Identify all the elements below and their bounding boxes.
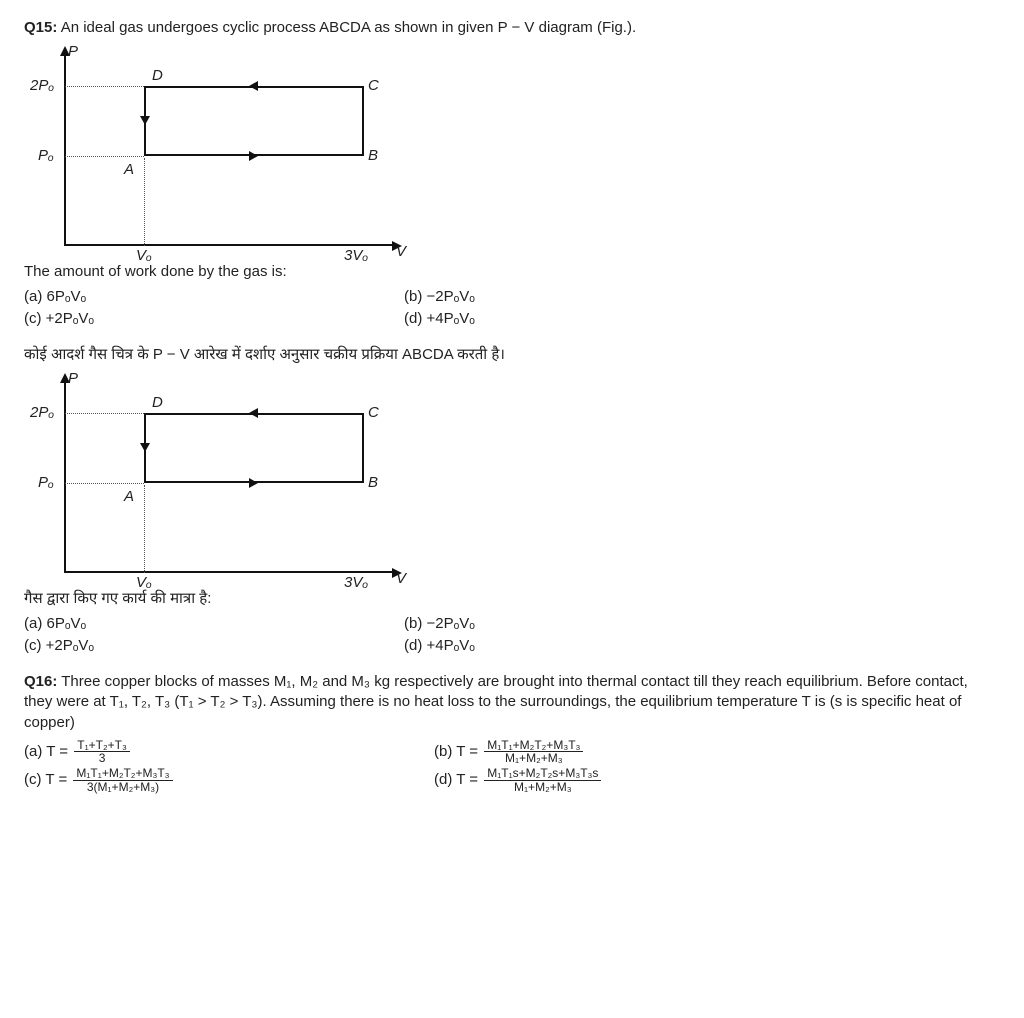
opt-label: (a) T = (24, 743, 68, 760)
label-D: D (152, 66, 163, 86)
q16-opt-b: (b) T = M₁T₁+M₂T₂+M₃T₃ M₁+M₂+M₃ (434, 739, 784, 765)
q15-text-en: An ideal gas undergoes cyclic process AB… (61, 19, 636, 36)
arrow-da-icon (140, 116, 150, 125)
arrow-cd-icon (249, 408, 258, 418)
label-V: V (396, 242, 406, 262)
q16-opt-c: (c) T = M₁T₁+M₂T₂+M₃T₃ 3(M₁+M₂+M₃) (24, 767, 374, 793)
q16-header: Q16: Three copper blocks of masses M₁, M… (24, 672, 1000, 733)
q15-options-en: (a) 6PₒVₒ (b) −2PₒVₒ (c) +2PₒVₒ (d) +4Pₒ… (24, 287, 724, 330)
label-P: P (68, 369, 78, 389)
label-2P0: 2Pₒ (30, 76, 54, 96)
denominator: 3 (74, 752, 130, 765)
label-C: C (368, 403, 379, 423)
q15-opt-d: (d) +4PₒVₒ (404, 309, 724, 329)
q16-options: (a) T = T₁+T₂+T₃ 3 (b) T = M₁T₁+M₂T₂+M₃T… (24, 739, 784, 793)
numerator: M₁T₁+M₂T₂+M₃T₃ (484, 739, 583, 753)
q15-opt-b-hi: (b) −2PₒVₒ (404, 614, 724, 634)
pv-diagram-en: P V 2Pₒ Pₒ Vₒ 3Vₒ D C B A (24, 46, 404, 256)
denominator: M₁+M₂+M₃ (484, 752, 583, 765)
label-V: V (396, 569, 406, 589)
label-V0: Vₒ (136, 246, 152, 266)
q15-followup-en: The amount of work done by the gas is: (24, 262, 1000, 282)
label-A: A (124, 487, 134, 507)
q15-text-hi: कोई आदर्श गैस चित्र के P − V आरेख में दर… (24, 345, 1000, 365)
fraction-icon: M₁T₁+M₂T₂+M₃T₃ M₁+M₂+M₃ (484, 739, 583, 765)
opt-label: (c) T = (24, 771, 67, 788)
denominator: M₁+M₂+M₃ (484, 781, 601, 794)
q15-followup-hi: गैस द्वारा किए गए कार्य की मात्रा है: (24, 589, 1000, 609)
denominator: 3(M₁+M₂+M₃) (73, 781, 172, 794)
q15-opt-b: (b) −2PₒVₒ (404, 287, 724, 307)
q16-opt-d: (d) T = M₁T₁s+M₂T₂s+M₃T₃s M₁+M₂+M₃ (434, 767, 784, 793)
guide-p0 (65, 156, 144, 157)
fraction-icon: M₁T₁s+M₂T₂s+M₃T₃s M₁+M₂+M₃ (484, 767, 601, 793)
cycle-box (144, 413, 364, 483)
label-C: C (368, 76, 379, 96)
label-3V0: 3Vₒ (344, 246, 368, 266)
axis-y (64, 52, 66, 246)
arrow-ab-icon (249, 151, 258, 161)
guide-v0 (144, 158, 145, 246)
numerator: M₁T₁+M₂T₂+M₃T₃ (73, 767, 172, 781)
label-3V0: 3Vₒ (344, 573, 368, 593)
label-D: D (152, 393, 163, 413)
label-P0: Pₒ (38, 146, 54, 166)
numerator: T₁+T₂+T₃ (74, 739, 130, 753)
q15-options-hi: (a) 6PₒVₒ (b) −2PₒVₒ (c) +2PₒVₒ (d) +4Pₒ… (24, 614, 724, 657)
label-B: B (368, 473, 378, 493)
guide-2p0 (65, 86, 144, 87)
opt-label: (d) T = (434, 771, 478, 788)
cycle-box (144, 86, 364, 156)
q15-opt-d-hi: (d) +4PₒVₒ (404, 636, 724, 656)
opt-label: (b) T = (434, 743, 478, 760)
fraction-icon: T₁+T₂+T₃ 3 (74, 739, 130, 765)
q15-opt-c-hi: (c) +2PₒVₒ (24, 636, 344, 656)
numerator: M₁T₁s+M₂T₂s+M₃T₃s (484, 767, 601, 781)
label-P: P (68, 42, 78, 62)
q16-text: Three copper blocks of masses M₁, M₂ and… (24, 673, 968, 731)
pv-diagram-hi: P V 2Pₒ Pₒ Vₒ 3Vₒ D C B A (24, 373, 404, 583)
q15-opt-c: (c) +2PₒVₒ (24, 309, 344, 329)
label-2P0: 2Pₒ (30, 403, 54, 423)
axis-y (64, 379, 66, 573)
arrow-ab-icon (249, 478, 258, 488)
q15-opt-a: (a) 6PₒVₒ (24, 287, 344, 307)
label-B: B (368, 146, 378, 166)
arrow-cd-icon (249, 81, 258, 91)
guide-2p0 (65, 413, 144, 414)
q16-number: Q16: (24, 673, 57, 690)
label-P0: Pₒ (38, 473, 54, 493)
guide-v0 (144, 485, 145, 573)
q16-opt-a: (a) T = T₁+T₂+T₃ 3 (24, 739, 374, 765)
label-A: A (124, 160, 134, 180)
fraction-icon: M₁T₁+M₂T₂+M₃T₃ 3(M₁+M₂+M₃) (73, 767, 172, 793)
q15-number: Q15: (24, 19, 57, 36)
q15-opt-a-hi: (a) 6PₒVₒ (24, 614, 344, 634)
label-V0: Vₒ (136, 573, 152, 593)
guide-p0 (65, 483, 144, 484)
arrow-da-icon (140, 443, 150, 452)
q15-header-en: Q15: An ideal gas undergoes cyclic proce… (24, 18, 1000, 38)
